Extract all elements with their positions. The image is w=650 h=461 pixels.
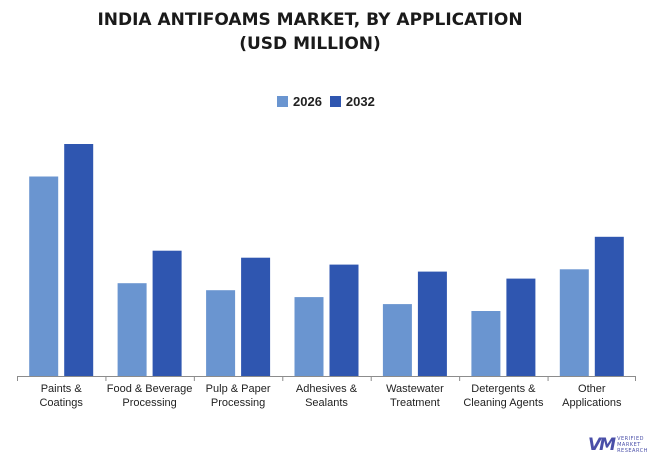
x-tick-label-4-0: Wastewater <box>386 383 444 395</box>
bar-2032-2 <box>241 257 271 376</box>
bar-2026-0 <box>29 176 59 376</box>
bar-2032-3 <box>329 264 359 376</box>
legend-item-2026: 2026 <box>277 94 322 109</box>
x-tick-label-6-1: Applications <box>562 397 622 409</box>
bar-2032-1 <box>152 250 182 376</box>
bar-2032-5 <box>506 278 536 376</box>
logo-text-line3: RESEARCH <box>617 448 648 454</box>
legend-swatch-2026 <box>277 95 288 107</box>
x-tick-label-2-0: Pulp & Paper <box>206 383 271 395</box>
bar-2032-0 <box>64 144 94 376</box>
legend-swatch-2032 <box>329 95 341 107</box>
x-tick-label-6-0: Other <box>578 383 606 395</box>
x-tick-label-3-1: Sealants <box>305 397 348 409</box>
bar-2026-2 <box>206 290 236 376</box>
logo-text-line2: MARKET <box>617 442 641 448</box>
bar-2026-6 <box>559 269 589 376</box>
bar-2032-4 <box>417 271 447 376</box>
bar-2032-6 <box>594 236 624 376</box>
legend-label-2026: 2026 <box>293 93 322 109</box>
brand-logo: VM VERIFIED MARKET RESEARCH <box>588 432 648 458</box>
bar-2026-5 <box>471 311 501 376</box>
logo-text-line1: VERIFIED <box>617 436 644 442</box>
x-tick-label-5-0: Detergents & <box>471 383 536 395</box>
logo-text: VERIFIED MARKET RESEARCH <box>617 436 648 454</box>
x-tick-label-4-1: Treatment <box>390 397 440 409</box>
legend-label-2032: 2032 <box>345 93 375 109</box>
bar-2026-3 <box>294 297 324 376</box>
chart-title-line1: INDIA ANTIFOAMS MARKET, BY APPLICATION <box>97 10 523 30</box>
x-tick-label-2-1: Processing <box>211 397 265 409</box>
x-tick-label-3-0: Adhesives & <box>296 383 358 395</box>
x-tick-label-1-1: Processing <box>122 397 176 409</box>
x-tick-label-0-0: Paints & <box>41 383 83 395</box>
bar-2026-1 <box>117 283 147 376</box>
x-tick-label-1-0: Food & Beverage <box>107 383 193 395</box>
x-tick-label-0-1: Coatings <box>39 397 83 409</box>
chart-legend: 2026 2032 <box>277 92 375 110</box>
x-tick-label-5-1: Cleaning Agents <box>463 397 544 409</box>
chart-title: INDIA ANTIFOAMS MARKET, BY APPLICATION (… <box>0 8 620 56</box>
bar-2026-4 <box>382 304 412 376</box>
logo-mark: VM <box>588 435 616 455</box>
chart-title-line2: (USD MILLION) <box>239 34 381 54</box>
legend-item-2032: 2032 <box>329 93 375 109</box>
